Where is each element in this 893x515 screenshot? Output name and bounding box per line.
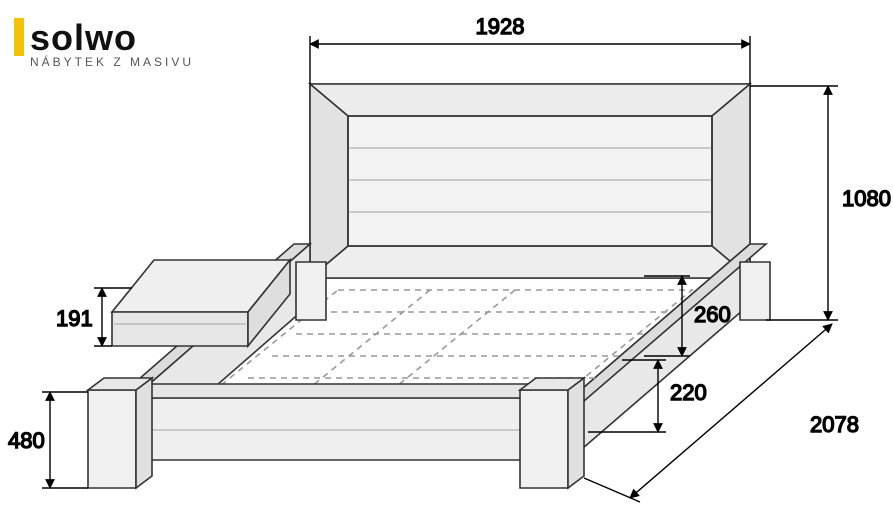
headboard bbox=[310, 84, 750, 278]
brand-logo: solwo NÁBYTEK Z MASIVU bbox=[14, 17, 194, 69]
brand-tagline: NÁBYTEK Z MASIVU bbox=[30, 54, 194, 69]
bed-drawing bbox=[88, 84, 770, 488]
footboard bbox=[108, 384, 566, 460]
brand-name: solwo bbox=[30, 17, 137, 58]
dim-height-right: 1080 bbox=[842, 186, 891, 211]
dim-under-220: 220 bbox=[670, 380, 707, 405]
dim-foot-height: 480 bbox=[8, 428, 45, 453]
bed-technical-drawing: solwo NÁBYTEK Z MASIVU bbox=[0, 0, 893, 515]
dim-width-top: 1928 bbox=[476, 14, 525, 39]
dim-slat-260: 260 bbox=[694, 302, 731, 327]
brand-accent-bar bbox=[14, 18, 24, 56]
dim-side-panel: 191 bbox=[56, 306, 93, 331]
dim-length-right: 2078 bbox=[810, 412, 859, 437]
